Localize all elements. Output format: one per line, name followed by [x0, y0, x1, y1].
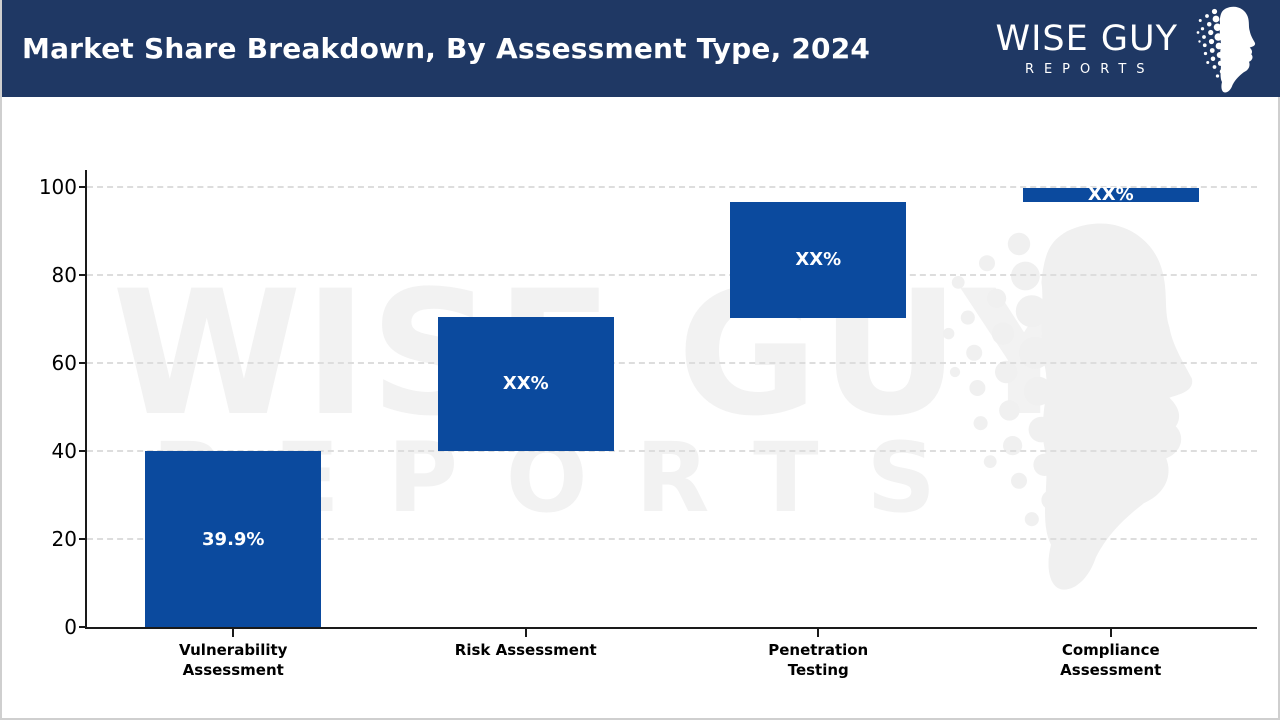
x-category-line: Compliance: [1061, 641, 1160, 659]
x-category-line: Assessment: [1060, 661, 1162, 679]
wiseguy-logo-text: WISE GUY REPORTS: [995, 18, 1178, 77]
y-tick-0: [79, 626, 87, 628]
x-category-line: Risk Assessment: [454, 641, 597, 659]
x-tick-0: [232, 629, 235, 637]
y-tick-60: [79, 362, 87, 364]
x-category-label-1: Risk Assessment: [386, 640, 666, 660]
header-bar: Market Share Breakdown, By Assessment Ty…: [2, 0, 1280, 97]
y-tick-label-100: 100: [38, 175, 77, 199]
grid-line-40: [87, 450, 1257, 452]
x-category-line: Vulnerability: [179, 641, 288, 659]
y-tick-label-80: 80: [51, 263, 77, 287]
bar-3: XX%: [1022, 184, 1199, 205]
bar-value-label-0: 39.9%: [202, 528, 265, 550]
bar-value-label-1: XX%: [502, 373, 549, 395]
logo-reports-label: REPORTS: [1024, 61, 1155, 77]
wiseguy-logo: WISE GUY REPORTS: [995, 4, 1264, 94]
bar-value-label-2: XX%: [795, 249, 842, 271]
x-category-label-3: Compliance Assessment: [971, 640, 1251, 680]
y-tick-label-20: 20: [51, 527, 77, 551]
y-tick-80: [79, 274, 87, 276]
grid-line-20: [87, 538, 1257, 540]
x-category-line: Penetration: [768, 641, 869, 659]
x-tick-3: [1109, 629, 1112, 637]
x-category-label-0: Vulnerability Assessment: [93, 640, 373, 680]
y-tick-100: [79, 186, 87, 188]
x-axis-line: [85, 627, 1257, 629]
y-tick-label-40: 40: [51, 439, 77, 463]
bar-1: XX%: [437, 316, 614, 451]
y-tick-20: [79, 538, 87, 540]
x-category-line: Assessment: [182, 661, 284, 679]
x-tick-1: [524, 629, 527, 637]
y-axis-line: [85, 170, 87, 629]
y-tick-label-60: 60: [51, 351, 77, 375]
bar-2: XX%: [730, 201, 907, 318]
grid-line-80: [87, 274, 1257, 276]
logo-wordmark: WISE GUY: [995, 18, 1178, 59]
chart-title: Market Share Breakdown, By Assessment Ty…: [22, 32, 871, 65]
x-tick-2: [817, 629, 820, 637]
bar-0: 39.9%: [145, 451, 322, 627]
grid-line-100: [87, 186, 1257, 188]
wiseguy-head-icon: [1196, 6, 1256, 93]
x-category-line: Testing: [787, 661, 849, 679]
y-tick-40: [79, 450, 87, 452]
y-tick-label-0: 0: [64, 615, 77, 639]
x-category-label-2: Penetration Testing: [678, 640, 958, 680]
bar-value-label-3: XX%: [1087, 184, 1134, 206]
grid-line-60: [87, 362, 1257, 364]
